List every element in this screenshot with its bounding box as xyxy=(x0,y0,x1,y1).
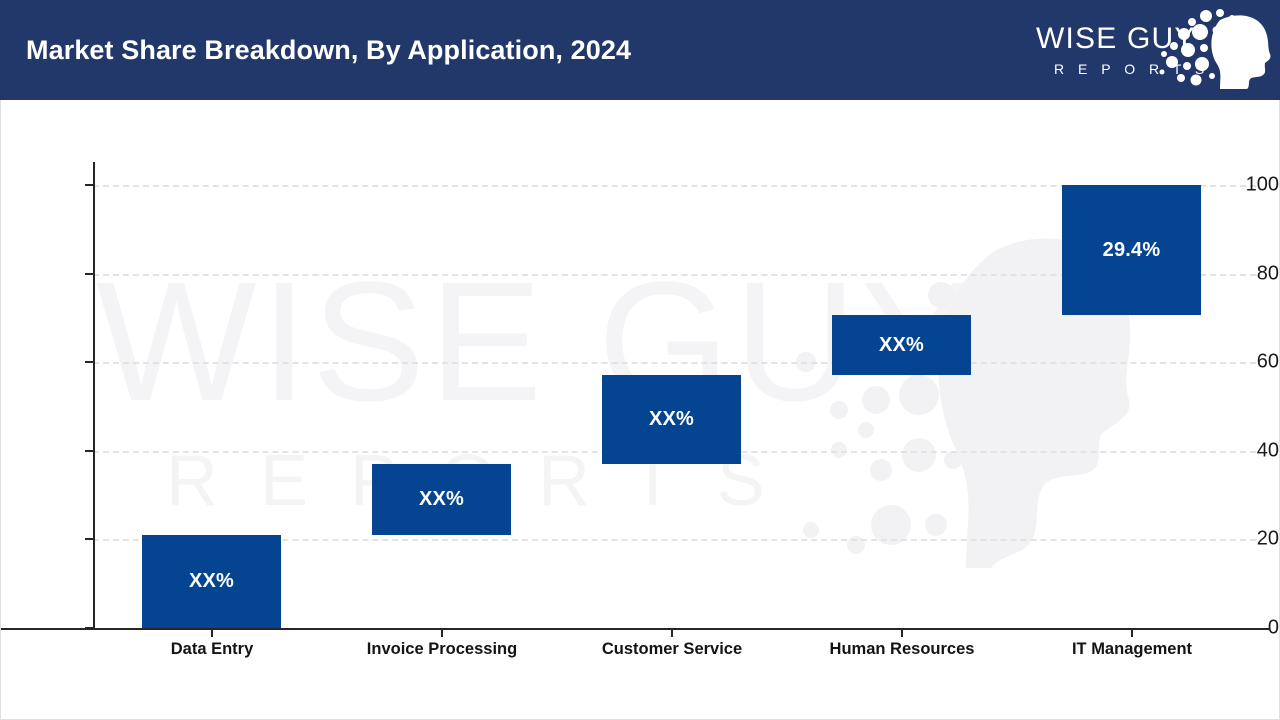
gridline-20 xyxy=(93,539,1256,542)
page-header: Market Share Breakdown, By Application, … xyxy=(0,0,1280,100)
y-tick-label-20: 20 xyxy=(1256,527,1279,550)
logo-text-line1: WISE GUY xyxy=(1036,22,1196,55)
bar-label-invoice-processing: XX% xyxy=(418,488,465,511)
bar-human-resources[interactable]: XX% xyxy=(832,315,971,376)
bar-customer-service[interactable]: XX% xyxy=(602,375,741,465)
x-tick-mark-customer-service xyxy=(671,628,673,637)
gridline-100 xyxy=(93,185,1256,187)
y-tick-mark-20 xyxy=(85,538,93,541)
bar-data-entry[interactable]: XX% xyxy=(142,534,281,628)
bar-label-customer-service: XX% xyxy=(648,408,695,431)
x-tick-label-it-management: IT Management xyxy=(1071,640,1193,658)
x-tick-mark-data-entry xyxy=(211,628,213,637)
bar-label-data-entry: XX% xyxy=(188,569,235,592)
x-tick-label-human-resources: Human Resources xyxy=(829,640,975,658)
y-tick-mark-0 xyxy=(85,627,93,629)
bar-label-human-resources: XX% xyxy=(878,333,925,356)
x-tick-mark-it-management xyxy=(1131,628,1133,637)
y-axis-line xyxy=(93,162,95,628)
gridline-60 xyxy=(93,362,1256,365)
y-tick-label-100: 100 xyxy=(1245,173,1279,196)
bar-it-management[interactable]: 29.4% xyxy=(1062,185,1201,316)
wise-guy-reports-logo: WISE GUY R E P O R T S xyxy=(1024,6,1274,94)
x-tick-label-invoice-processing: Invoice Processing xyxy=(366,640,518,658)
y-tick-label-0: 0 xyxy=(1267,616,1279,639)
y-tick-label-40: 40 xyxy=(1256,439,1279,462)
y-tick-label-60: 60 xyxy=(1256,350,1279,373)
bar-label-it-management: 29.4% xyxy=(1102,238,1161,261)
gridline-80 xyxy=(93,273,1256,276)
logo-text-line2: R E P O R T S xyxy=(1054,61,1209,77)
x-tick-label-data-entry: Data Entry xyxy=(170,640,254,658)
y-tick-mark-100 xyxy=(85,184,93,186)
y-tick-mark-60 xyxy=(85,361,93,364)
x-tick-mark-human-resources xyxy=(901,628,903,637)
page-title: Market Share Breakdown, By Application, … xyxy=(26,34,632,65)
y-tick-mark-80 xyxy=(85,272,93,275)
bar-invoice-processing[interactable]: XX% xyxy=(372,464,511,535)
x-tick-label-customer-service: Customer Service xyxy=(601,640,743,658)
x-axis-line xyxy=(1,628,1269,630)
y-tick-label-80: 80 xyxy=(1256,262,1279,285)
logo-head-icon xyxy=(1159,9,1271,89)
x-tick-mark-invoice-processing xyxy=(441,628,443,637)
y-tick-mark-40 xyxy=(85,449,93,452)
